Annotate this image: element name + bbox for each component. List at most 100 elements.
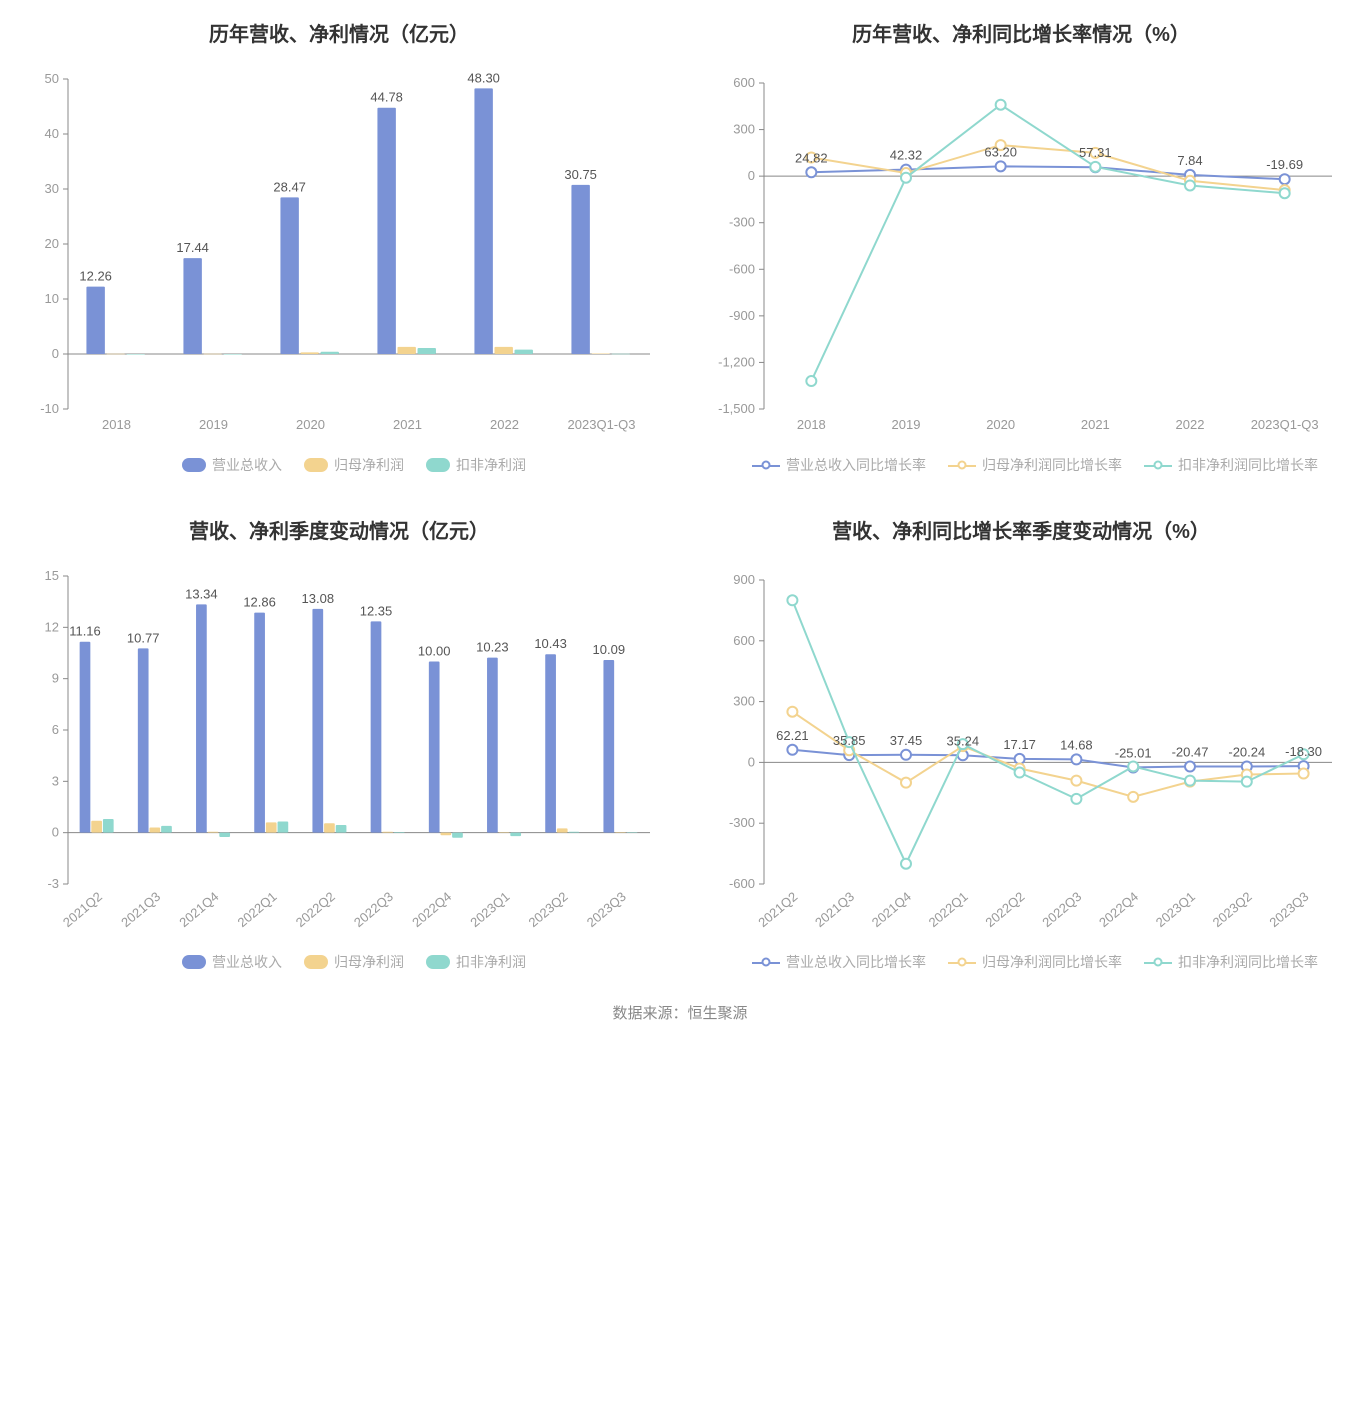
- legend-label: 扣非净利润同比增长率: [1178, 952, 1318, 972]
- svg-text:10: 10: [45, 291, 59, 306]
- legend-label: 归母净利润: [334, 455, 404, 475]
- chart-legend: 营业总收入 归母净利润 扣非净利润: [10, 449, 668, 479]
- legend-item: 扣非净利润: [426, 952, 526, 972]
- svg-text:-600: -600: [729, 261, 755, 276]
- svg-text:2018: 2018: [797, 417, 826, 432]
- svg-text:37.45: 37.45: [890, 733, 923, 748]
- chart-legend: 营业总收入 归母净利润 扣非净利润: [10, 946, 668, 976]
- chart-grid: 历年营收、净利情况（亿元） -1001020304050201820192020…: [10, 10, 1350, 984]
- chart-body: -3036912152021Q22021Q32021Q42022Q12022Q2…: [10, 566, 668, 946]
- legend-swatch: [1144, 458, 1172, 472]
- svg-text:14.68: 14.68: [1060, 737, 1093, 752]
- svg-text:2022Q2: 2022Q2: [293, 889, 338, 930]
- svg-text:50: 50: [45, 71, 59, 86]
- svg-text:2020: 2020: [986, 417, 1015, 432]
- svg-text:2023Q2: 2023Q2: [1210, 889, 1255, 930]
- svg-text:2023Q3: 2023Q3: [584, 889, 629, 930]
- chart-quarterly-growth-rate: 营收、净利同比增长率季度变动情况（%） -600-300030060090020…: [692, 507, 1350, 984]
- legend-label: 营业总收入: [212, 952, 282, 972]
- chart-annual-revenue-profit: 历年营收、净利情况（亿元） -1001020304050201820192020…: [10, 10, 668, 487]
- svg-text:2023Q1-Q3: 2023Q1-Q3: [1251, 417, 1319, 432]
- svg-text:0: 0: [748, 754, 755, 769]
- chart-body: -1,500-1,200-900-600-3000300600201820192…: [692, 69, 1350, 449]
- svg-text:30: 30: [45, 181, 59, 196]
- svg-text:-300: -300: [729, 815, 755, 830]
- svg-text:9: 9: [52, 671, 59, 686]
- chart-title: 营收、净利同比增长率季度变动情况（%）: [692, 515, 1350, 544]
- svg-text:2022Q3: 2022Q3: [351, 889, 396, 930]
- svg-text:2022Q1: 2022Q1: [926, 889, 971, 930]
- svg-text:0: 0: [748, 168, 755, 183]
- legend-item: 营业总收入: [182, 455, 282, 475]
- svg-text:11.16: 11.16: [69, 624, 101, 639]
- legend-label: 扣非净利润: [456, 952, 526, 972]
- svg-text:600: 600: [733, 633, 755, 648]
- legend-item: 营业总收入同比增长率: [752, 952, 926, 972]
- line-chart-svg: -600-30003006009002021Q22021Q32021Q42022…: [692, 566, 1350, 946]
- svg-text:2022Q2: 2022Q2: [982, 889, 1027, 930]
- legend-item: 营业总收入同比增长率: [752, 455, 926, 475]
- svg-text:10.43: 10.43: [534, 636, 567, 651]
- chart-annual-growth-rate: 历年营收、净利同比增长率情况（%） -1,500-1,200-900-600-3…: [692, 10, 1350, 487]
- svg-text:2021Q3: 2021Q3: [812, 889, 857, 930]
- svg-text:-300: -300: [729, 215, 755, 230]
- svg-text:17.17: 17.17: [1003, 737, 1036, 752]
- svg-text:28.47: 28.47: [273, 179, 306, 194]
- svg-text:2021: 2021: [1081, 417, 1110, 432]
- svg-text:-20.24: -20.24: [1228, 745, 1265, 760]
- legend-label: 营业总收入同比增长率: [786, 455, 926, 475]
- svg-text:2021Q4: 2021Q4: [176, 889, 221, 930]
- svg-text:2023Q2: 2023Q2: [526, 889, 571, 930]
- svg-text:24.82: 24.82: [795, 150, 828, 165]
- svg-text:12.26: 12.26: [79, 269, 112, 284]
- legend-label: 扣非净利润同比增长率: [1178, 455, 1318, 475]
- svg-text:-600: -600: [729, 876, 755, 891]
- chart-body: -600-30003006009002021Q22021Q32021Q42022…: [692, 566, 1350, 946]
- svg-text:48.30: 48.30: [467, 70, 500, 85]
- legend-label: 扣非净利润: [456, 455, 526, 475]
- legend-swatch: [182, 955, 206, 969]
- chart-title: 营收、净利季度变动情况（亿元）: [10, 515, 668, 544]
- legend-swatch: [304, 955, 328, 969]
- legend-swatch: [182, 458, 206, 472]
- svg-text:2020: 2020: [296, 417, 325, 432]
- svg-text:2022Q4: 2022Q4: [1096, 889, 1141, 930]
- legend-swatch: [426, 458, 450, 472]
- svg-text:0: 0: [52, 346, 59, 361]
- svg-text:63.20: 63.20: [984, 144, 1017, 159]
- chart-quarterly-revenue-profit: 营收、净利季度变动情况（亿元） -3036912152021Q22021Q320…: [10, 507, 668, 984]
- svg-text:2018: 2018: [102, 417, 131, 432]
- legend-swatch: [752, 458, 780, 472]
- svg-text:12.35: 12.35: [360, 603, 393, 618]
- svg-text:7.84: 7.84: [1177, 153, 1202, 168]
- svg-text:57.31: 57.31: [1079, 145, 1112, 160]
- svg-text:-20.47: -20.47: [1172, 745, 1209, 760]
- svg-text:10.09: 10.09: [593, 642, 626, 657]
- legend-item: 扣非净利润: [426, 455, 526, 475]
- legend-item: 归母净利润同比增长率: [948, 455, 1122, 475]
- chart-legend: 营业总收入同比增长率 归母净利润同比增长率 扣非净利润同比增长率: [692, 449, 1350, 479]
- svg-text:2022: 2022: [490, 417, 519, 432]
- svg-text:44.78: 44.78: [370, 90, 403, 105]
- svg-text:42.32: 42.32: [890, 148, 923, 163]
- svg-text:30.75: 30.75: [564, 167, 597, 182]
- svg-text:35.24: 35.24: [947, 733, 980, 748]
- svg-text:-19.69: -19.69: [1266, 157, 1303, 172]
- svg-text:-25.01: -25.01: [1115, 745, 1152, 760]
- svg-text:2021Q2: 2021Q2: [60, 889, 105, 930]
- svg-text:15: 15: [45, 568, 59, 583]
- legend-label: 归母净利润同比增长率: [982, 455, 1122, 475]
- svg-text:12: 12: [45, 619, 59, 634]
- svg-text:62.21: 62.21: [776, 728, 809, 743]
- bar-chart-svg: -1001020304050201820192020202120222023Q1…: [10, 69, 668, 449]
- svg-text:300: 300: [733, 694, 755, 709]
- svg-text:2023Q1: 2023Q1: [1153, 889, 1198, 930]
- legend-item: 营业总收入: [182, 952, 282, 972]
- svg-text:20: 20: [45, 236, 59, 251]
- legend-swatch: [304, 458, 328, 472]
- legend-label: 归母净利润: [334, 952, 404, 972]
- svg-text:300: 300: [733, 122, 755, 137]
- svg-text:3: 3: [52, 773, 59, 788]
- svg-text:600: 600: [733, 75, 755, 90]
- chart-body: -1001020304050201820192020202120222023Q1…: [10, 69, 668, 449]
